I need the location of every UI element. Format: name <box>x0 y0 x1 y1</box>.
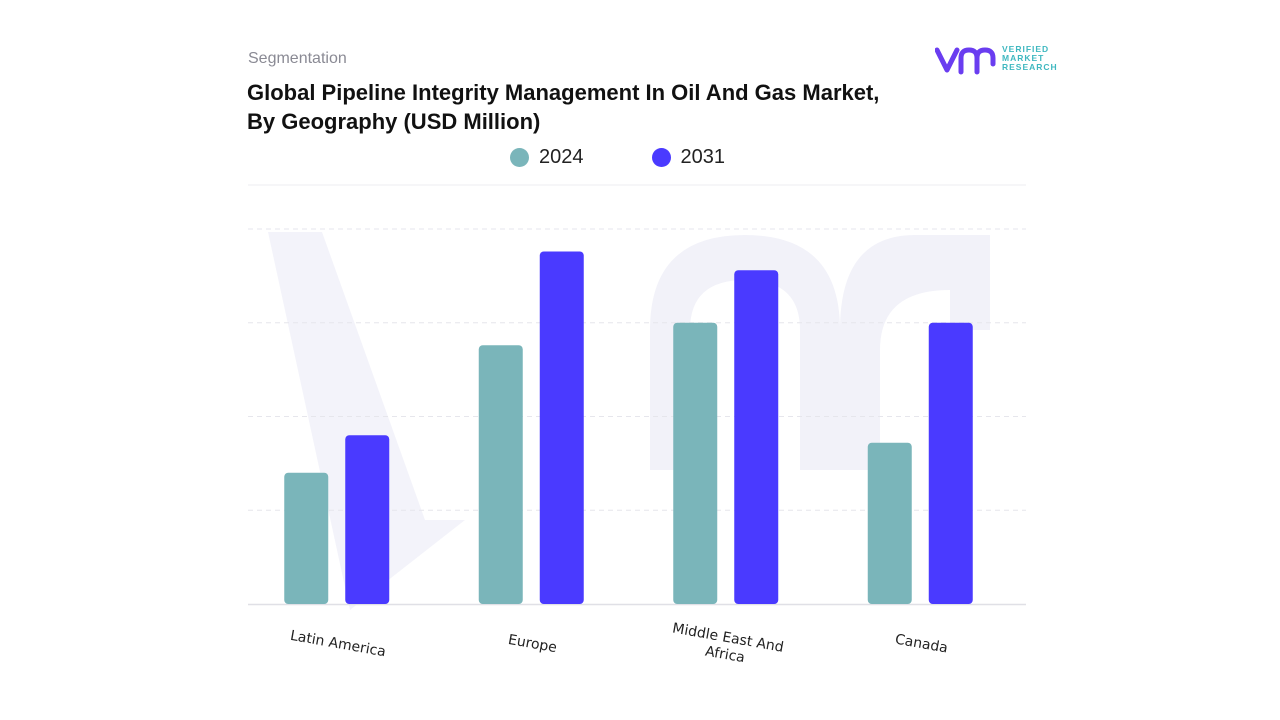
bar-2031-europe <box>539 251 584 604</box>
logo-wordmark: VERIFIED MARKET RESEARCH <box>1002 45 1058 72</box>
logo-word-3: RESEARCH <box>1002 62 1058 72</box>
bars <box>284 251 973 604</box>
chart-legend: 2024 2031 <box>510 146 793 169</box>
bar-2024-middle-east-and-africa <box>673 322 718 604</box>
watermark-logo <box>268 232 990 610</box>
chart-title: Global Pipeline Integrity Management In … <box>247 78 947 136</box>
chart-title-line-1: Global Pipeline Integrity Management In … <box>247 80 880 105</box>
bar-2024-europe <box>478 345 523 604</box>
logo-word-2: MARKET <box>1002 53 1045 63</box>
x-axis-labels: Latin America Europe Middle East AndAfrica… <box>289 620 949 672</box>
chart-title-line-2: By Geography (USD Million) <box>247 109 541 134</box>
bar-2031-latin-america <box>345 435 390 604</box>
legend-swatch-2024 <box>510 148 529 167</box>
segment-label: Segmentation <box>248 50 347 67</box>
x-tick-label: Canada <box>894 632 949 657</box>
logo-word-1: VERIFIED <box>1002 44 1050 54</box>
x-tick-label: Middle East AndAfrica <box>668 620 785 672</box>
legend-swatch-2031 <box>651 148 671 167</box>
vmr-logo-icon <box>935 47 996 75</box>
bar-2024-latin-america <box>284 472 329 604</box>
x-tick-label: Latin America <box>289 628 387 661</box>
bar-2031-middle-east-and-africa <box>734 270 779 604</box>
x-tick-label: Europe <box>507 632 558 656</box>
bar-2024-canada <box>867 442 912 604</box>
legend-label-2031: 2031 <box>680 146 726 168</box>
legend-item-2031: 2031 <box>651 146 726 169</box>
legend-item-2024: 2024 <box>510 146 584 169</box>
legend-label-2024: 2024 <box>539 146 584 168</box>
bar-2031-canada <box>928 322 973 604</box>
